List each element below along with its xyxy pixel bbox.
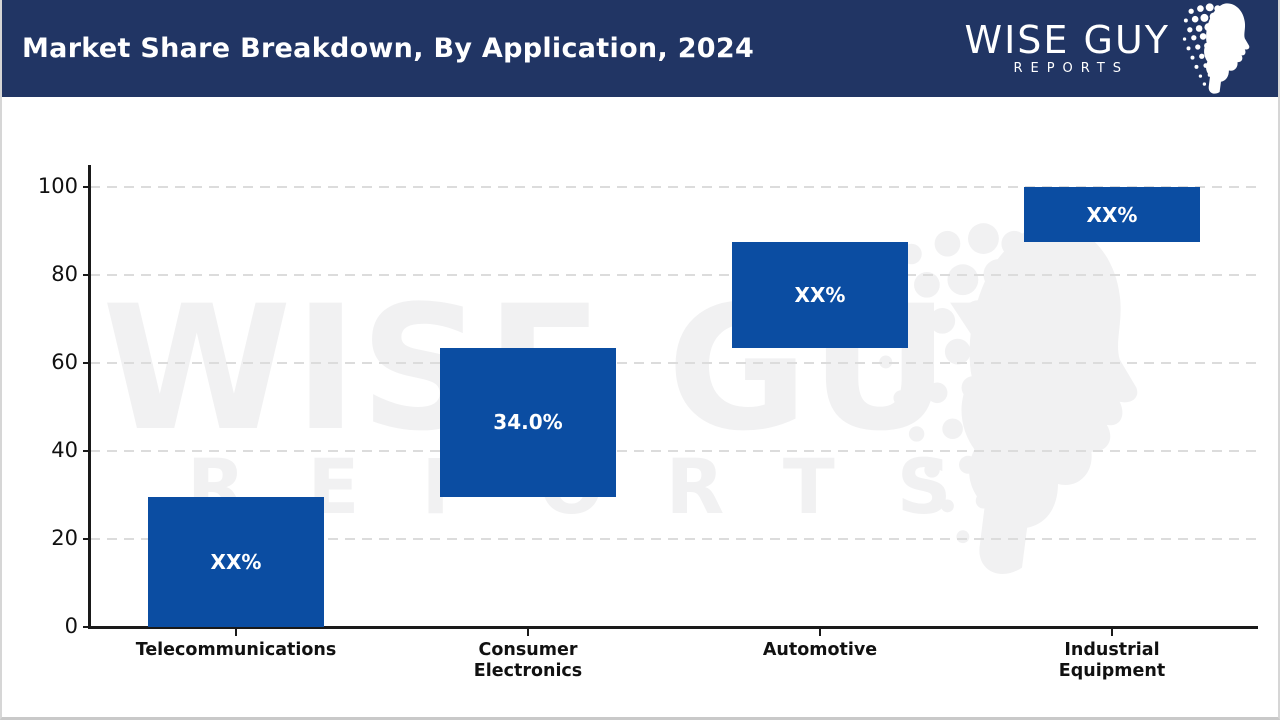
- logo-reports-text: REPORTS: [1013, 61, 1130, 77]
- header: Market Share Breakdown, By Application, …: [2, 0, 1278, 97]
- x-tick-mark: [1111, 628, 1113, 636]
- gridline: [90, 274, 1258, 276]
- x-axis-label-line: Telecommunications: [135, 640, 337, 660]
- x-tick-mark: [235, 628, 237, 636]
- y-tick-label: 40: [51, 438, 78, 462]
- y-tick-label: 100: [37, 174, 78, 198]
- x-axis-label: Consumer Electronics: [382, 640, 674, 682]
- x-axis-label: Industrial Equipment: [966, 640, 1258, 682]
- x-tick-mark: [819, 628, 821, 636]
- y-tick-label: 60: [51, 350, 78, 374]
- x-axis-label: Automotive: [674, 640, 966, 661]
- bar-value-label: 34.0%: [493, 410, 563, 435]
- bar-value-label: XX%: [794, 282, 846, 307]
- gridline: [90, 186, 1258, 188]
- bar-automotive: XX%: [732, 242, 908, 348]
- y-tick-mark: [83, 362, 90, 364]
- bar-industrial-equipment: XX%: [1024, 187, 1200, 242]
- x-axis-label-line: Equipment: [1058, 661, 1166, 681]
- gridline: [90, 362, 1258, 364]
- y-tick-mark: [83, 450, 90, 452]
- x-axis-label-line: Industrial: [1064, 640, 1160, 660]
- y-tick-mark: [83, 274, 90, 276]
- bar-value-label: XX%: [210, 550, 262, 575]
- y-axis-line: [88, 165, 91, 629]
- x-axis-label-line: Consumer: [478, 640, 578, 660]
- gridline: [90, 450, 1258, 452]
- y-tick-label: 20: [51, 526, 78, 550]
- gridline: [90, 538, 1258, 540]
- y-tick-mark: [83, 186, 90, 188]
- logo-face-icon: [1182, 2, 1250, 94]
- x-axis-label-line: Automotive: [762, 640, 878, 660]
- x-axis-line: [88, 626, 1258, 629]
- bar-value-label: XX%: [1086, 202, 1138, 227]
- bar-telecommunications: XX%: [148, 497, 324, 627]
- y-tick-mark: [83, 626, 90, 628]
- x-tick-mark: [527, 628, 529, 636]
- brand-logo: WISE GUY REPORTS: [965, 2, 1256, 96]
- x-axis-label-line: Electronics: [473, 661, 583, 681]
- y-tick-label: 0: [64, 614, 78, 638]
- x-axis-label: Telecommunications: [90, 640, 382, 661]
- bar-consumer-electronics: 34.0%: [440, 347, 616, 498]
- y-tick-mark: [83, 538, 90, 540]
- brand-logo-text: WISE GUY REPORTS: [964, 17, 1170, 77]
- logo-wiseguy-text: WISE GUY: [964, 17, 1170, 62]
- y-tick-label: 80: [51, 262, 78, 286]
- chart-title: Market Share Breakdown, By Application, …: [22, 33, 755, 64]
